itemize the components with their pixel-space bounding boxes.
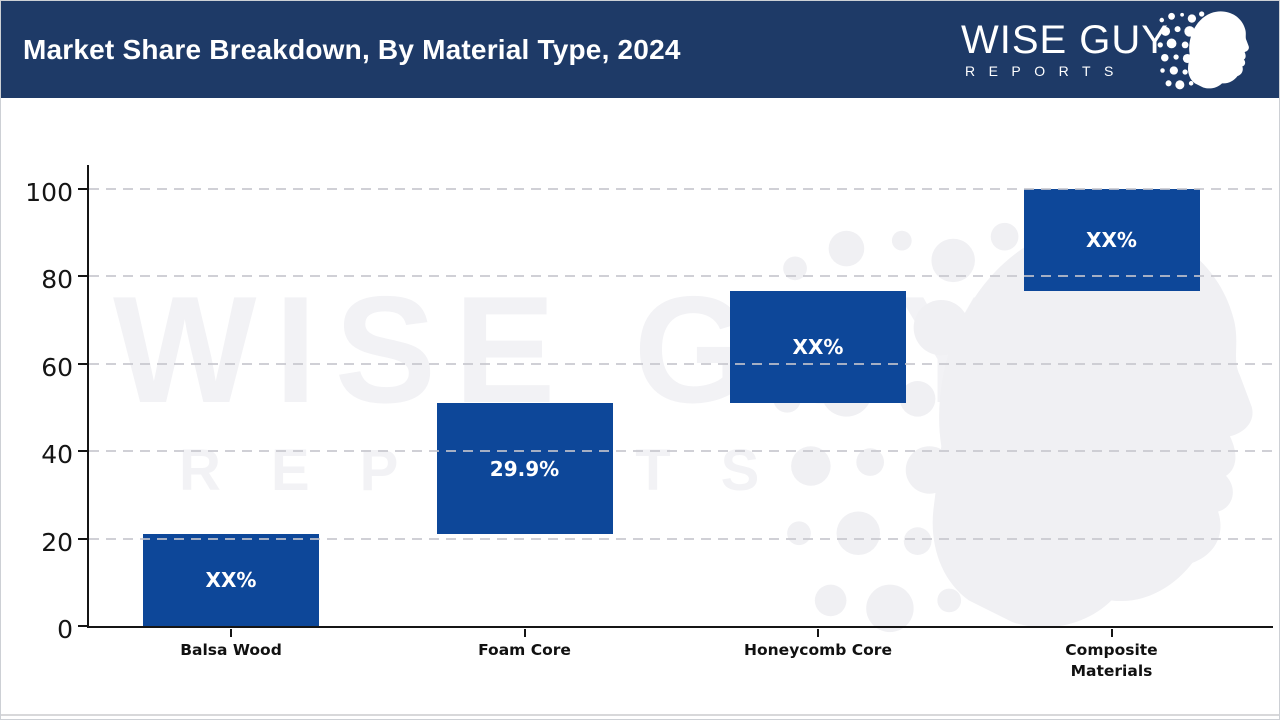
bar-foam-core: 29.9% <box>436 403 613 535</box>
y-tick-label-60: 60 <box>41 352 73 382</box>
x-tick-label-line: Honeycomb Core <box>744 641 892 659</box>
y-tick-label-0: 0 <box>57 615 73 644</box>
x-tick-label-foam-core: Foam Core <box>415 640 635 661</box>
gridline-80 <box>89 275 1273 277</box>
gridline-20 <box>89 537 1273 540</box>
bar-value-label-balsa-wood: XX% <box>205 568 257 593</box>
x-tick-label-line: Materials <box>1070 662 1153 680</box>
y-tick-label-40: 40 <box>41 440 73 469</box>
x-tick-label-honeycomb-core: Honeycomb Core <box>708 640 928 661</box>
brand-name: WISE GUY <box>960 18 1169 62</box>
x-tick-mark-composite-materials <box>1110 629 1113 637</box>
gridline-60 <box>89 362 1273 365</box>
y-tick-label-20: 20 <box>41 527 73 557</box>
page-title: Market Share Breakdown, By Material Type… <box>23 33 681 65</box>
bar-value-label-foam-core: 29.9% <box>489 456 560 481</box>
x-tick-mark-foam-core <box>523 629 526 637</box>
x-axis-spine <box>87 626 1273 629</box>
x-tick-label-balsa-wood: Balsa Wood <box>121 640 341 661</box>
bar-honeycomb-core: XX% <box>730 290 906 404</box>
y-tick-mark-40 <box>78 450 87 452</box>
bar-value-label-composite-materials: XX% <box>1086 227 1137 252</box>
brand-logo: WISE GUY REPORTS <box>961 8 1251 92</box>
gridline-100 <box>89 187 1273 190</box>
bottom-rule <box>1 714 1279 716</box>
y-tick-mark-100 <box>78 187 87 190</box>
brand-subtitle: REPORTS <box>964 63 1127 79</box>
gridline-40 <box>89 450 1273 452</box>
dotted-face-icon <box>1157 10 1249 89</box>
x-tick-label-line: Balsa Wood <box>180 641 282 659</box>
x-tick-label-line: Foam Core <box>478 641 571 659</box>
brand-logo-text: WISE GUY REPORTS <box>961 20 1169 79</box>
header-bar: Market Share Breakdown, By Material Type… <box>1 1 1279 98</box>
y-tick-mark-0 <box>78 625 87 627</box>
y-axis-spine <box>87 165 90 628</box>
y-tick-label-80: 80 <box>41 265 73 294</box>
y-tick-mark-20 <box>78 537 87 540</box>
y-tick-mark-60 <box>78 362 87 365</box>
bar-value-label-honeycomb-core: XX% <box>792 335 844 360</box>
x-tick-mark-balsa-wood <box>230 629 232 637</box>
bar-balsa-wood: XX% <box>143 534 319 626</box>
y-tick-mark-80 <box>78 275 87 277</box>
x-tick-label-line: Composite <box>1065 641 1158 659</box>
y-tick-label-100: 100 <box>25 177 73 207</box>
x-tick-mark-honeycomb-core <box>817 629 819 637</box>
x-tick-label-composite-materials: Composite Materials <box>1002 640 1222 682</box>
